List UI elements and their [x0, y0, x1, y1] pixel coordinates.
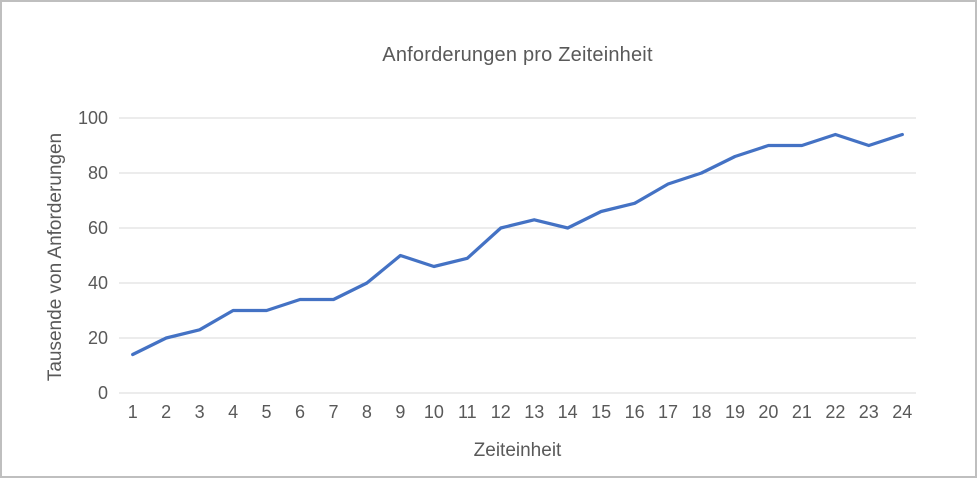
x-tick-label: 18 — [691, 402, 712, 422]
series-line — [131, 132, 904, 357]
x-tick-label: 14 — [557, 402, 578, 422]
x-tick-label: 6 — [295, 402, 306, 422]
x-tick-label: 3 — [194, 402, 205, 422]
x-tick-label: 1 — [127, 402, 138, 422]
x-tick-label: 17 — [658, 402, 679, 422]
y-tick-label: 0 — [97, 383, 108, 403]
x-tick-label: 11 — [457, 402, 477, 422]
chart-title: Anforderungen pro Zeiteinheit — [382, 44, 653, 66]
x-tick-label: 23 — [858, 402, 879, 422]
x-tick-label: 22 — [825, 402, 846, 422]
x-tick-label: 4 — [228, 402, 239, 422]
x-tick-label: 8 — [361, 402, 372, 422]
y-tick-label: 60 — [87, 218, 108, 238]
y-tick-label: 40 — [87, 273, 108, 293]
y-tick-label: 100 — [77, 108, 108, 128]
x-tick-label: 9 — [395, 402, 406, 422]
x-tick-label: 21 — [791, 402, 812, 422]
x-tick-label: 13 — [524, 402, 545, 422]
y-tick-label: 20 — [87, 328, 108, 348]
x-tick-label: 16 — [624, 402, 645, 422]
x-tick-label: 12 — [490, 402, 511, 422]
x-axis-title: Zeiteinheit — [473, 440, 562, 461]
x-tick-label: 7 — [328, 402, 339, 422]
x-tick-label: 15 — [591, 402, 612, 422]
x-tick-label: 24 — [892, 402, 913, 422]
x-tick-label: 20 — [758, 402, 779, 422]
x-tick-label: 10 — [423, 402, 444, 422]
x-tick-label: 19 — [724, 402, 745, 422]
y-tick-label: 80 — [87, 163, 108, 183]
x-tick-label: 2 — [161, 402, 172, 422]
x-tick-label: 5 — [261, 402, 272, 422]
